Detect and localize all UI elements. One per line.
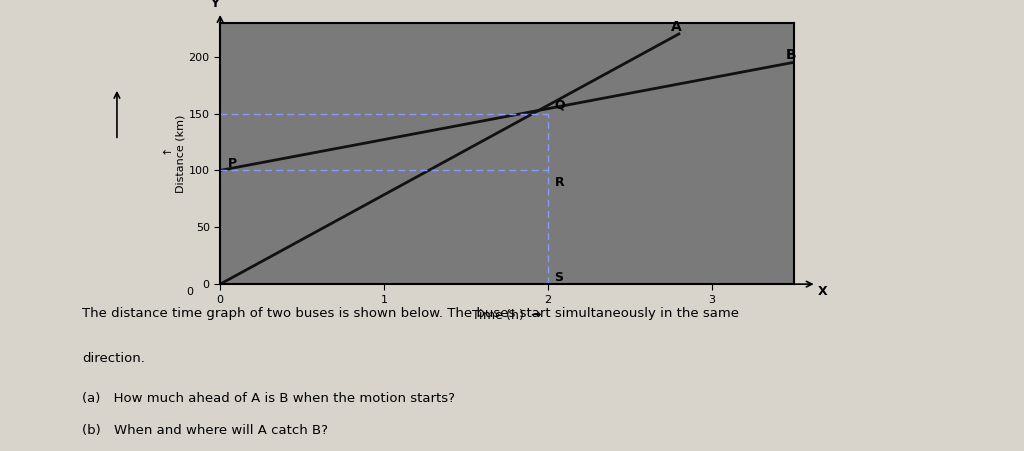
Text: Q: Q (554, 99, 565, 112)
Text: X: X (817, 285, 827, 298)
Text: S: S (554, 271, 563, 284)
Text: A: A (671, 19, 681, 33)
Y-axis label: $\uparrow$
Distance (km): $\uparrow$ Distance (km) (161, 114, 185, 193)
Text: (b) When and where will A catch B?: (b) When and where will A catch B? (82, 424, 328, 437)
Text: R: R (554, 176, 564, 189)
Text: direction.: direction. (82, 352, 144, 365)
Text: P: P (228, 157, 238, 170)
Text: The distance time graph of two buses is shown below. The buses start simultaneou: The distance time graph of two buses is … (82, 307, 739, 320)
Text: (a) How much ahead of A is B when the motion starts?: (a) How much ahead of A is B when the mo… (82, 392, 455, 405)
Text: Y: Y (210, 0, 219, 10)
Text: 0: 0 (185, 286, 193, 297)
X-axis label: Time (h) $\rightarrow$: Time (h) $\rightarrow$ (471, 307, 543, 322)
Text: B: B (785, 48, 796, 62)
